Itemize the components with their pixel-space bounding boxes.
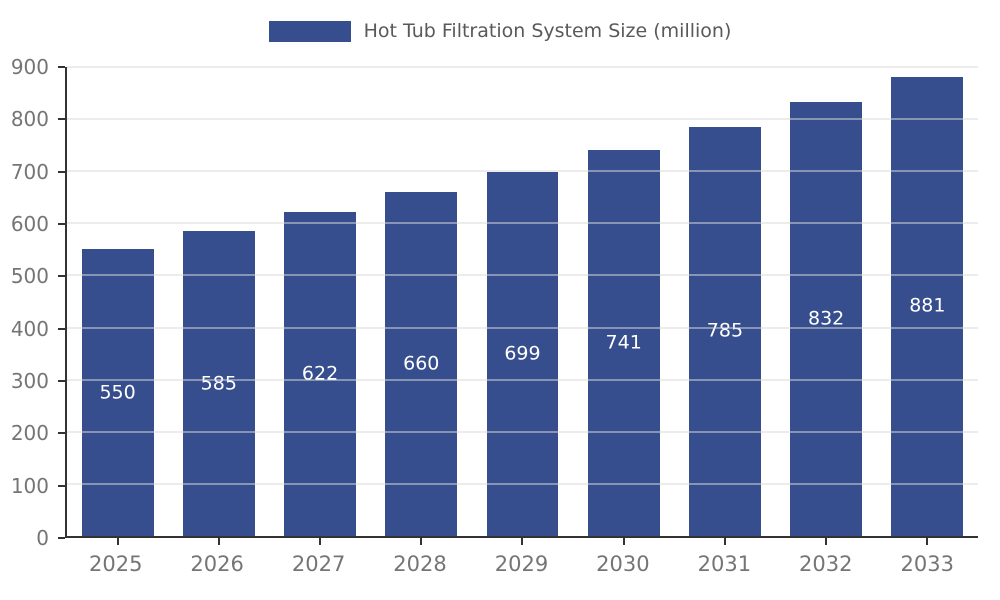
x-tick-mark — [420, 538, 423, 545]
y-tick-mark — [58, 432, 65, 435]
bar-slot: 660 — [371, 67, 472, 545]
x-tick-mark — [825, 538, 828, 545]
y-tick-mark — [58, 118, 65, 121]
y-tick-label: 700 — [10, 159, 49, 184]
bar-value-label: 660 — [403, 352, 440, 375]
gridline — [67, 222, 978, 224]
y-tick-label: 500 — [10, 264, 49, 289]
x-tick-mark — [926, 538, 929, 545]
x-axis-labels: 2025 2026 2027 2028 2029 2030 2031 2032 2033 — [65, 552, 978, 577]
y-tick-label: 0 — [36, 526, 49, 550]
bar-slot: 550 — [67, 67, 168, 545]
y-axis: 0 100 200 300 400 500 600 700 800 900 — [0, 57, 65, 548]
bar-slot: 741 — [573, 67, 674, 545]
bar-2033: 881 — [891, 76, 964, 536]
y-tick-mark — [58, 170, 65, 173]
x-tick-label: 2026 — [190, 552, 244, 576]
x-tick-mark — [116, 538, 119, 545]
gridline — [67, 274, 978, 276]
gridline — [67, 118, 978, 120]
y-tick-label: 300 — [10, 369, 49, 394]
bar-2026: 585 — [182, 231, 255, 536]
y-tick-mark — [58, 380, 65, 383]
x-tick-label: 2030 — [596, 552, 650, 576]
x-tick-label: 2031 — [697, 552, 752, 576]
x-tick-label: 2032 — [799, 552, 853, 576]
x-tick-mark — [319, 538, 322, 545]
x-tick-label: 2033 — [900, 552, 954, 576]
gridline — [67, 379, 978, 381]
y-tick-mark — [58, 275, 65, 278]
y-tick-label: 600 — [10, 212, 49, 237]
bar-slot: 585 — [168, 67, 269, 545]
gridline — [67, 327, 978, 329]
legend: Hot Tub Filtration System Size (million) — [0, 20, 1000, 42]
bar-value-label: 585 — [200, 372, 237, 395]
bar-2032: 832 — [790, 102, 863, 536]
bar-value-label: 550 — [99, 381, 136, 404]
y-tick-mark — [58, 537, 65, 539]
x-tick-label: 2025 — [88, 552, 143, 576]
bar-2029: 699 — [486, 171, 559, 536]
x-tick-mark — [217, 538, 220, 545]
y-tick-label: 100 — [10, 473, 49, 498]
bar-slot: 881 — [877, 67, 978, 545]
x-tick-label: 2028 — [393, 552, 447, 576]
y-tick-mark — [58, 66, 65, 68]
bars-layer: 550 585 622 660 699 741 785 832 881 — [67, 67, 978, 545]
gridline — [67, 170, 978, 172]
bar-2028: 660 — [385, 192, 458, 536]
x-tick-mark — [622, 538, 625, 545]
gridline — [67, 431, 978, 433]
x-tick-mark — [521, 538, 524, 545]
gridline — [67, 66, 978, 68]
y-tick-label: 800 — [10, 107, 49, 132]
bar-slot: 832 — [776, 67, 877, 545]
x-tick-mark — [723, 538, 726, 545]
bar-slot: 699 — [472, 67, 573, 545]
y-tick-label: 400 — [10, 316, 49, 341]
bar-value-label: 699 — [504, 342, 541, 365]
bar-2027: 622 — [284, 211, 356, 536]
y-tick-mark — [58, 484, 65, 487]
bar-value-label: 622 — [301, 362, 339, 385]
y-tick-label: 900 — [10, 55, 49, 79]
bar-2025: 550 — [81, 249, 154, 536]
x-tick-label: 2029 — [494, 552, 549, 576]
bar-value-label: 741 — [605, 331, 642, 354]
bar-2031: 785 — [688, 126, 761, 536]
y-tick-mark — [58, 223, 65, 226]
bar-2030: 741 — [587, 149, 660, 536]
bar-slot: 622 — [269, 67, 370, 545]
legend-swatch — [268, 20, 351, 42]
plot-area: 550 585 622 660 699 741 785 832 881 — [65, 66, 978, 545]
y-tick-label: 200 — [10, 421, 49, 446]
bar-value-label: 832 — [807, 307, 845, 330]
legend-label: Hot Tub Filtration System Size (million) — [363, 20, 732, 42]
bar-slot: 785 — [674, 67, 775, 545]
x-tick-label: 2027 — [291, 552, 346, 576]
gridline — [67, 483, 978, 485]
y-tick-mark — [58, 327, 65, 330]
bar-value-label: 881 — [909, 294, 946, 317]
bar-value-label: 785 — [706, 319, 744, 342]
